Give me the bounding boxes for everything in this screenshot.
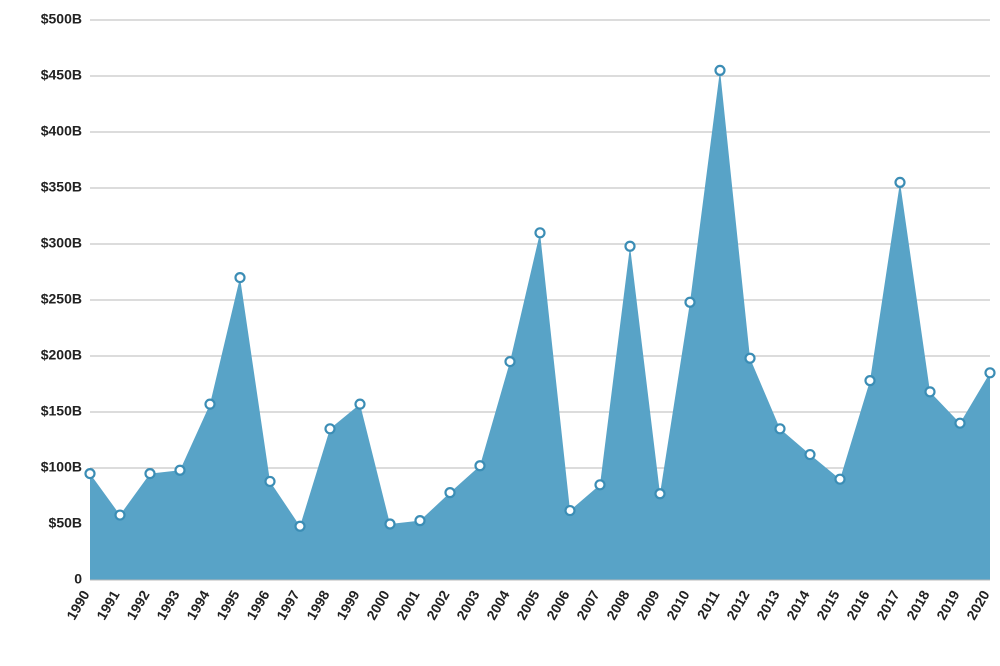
y-tick-label: $200B <box>41 347 82 363</box>
data-point <box>926 387 935 396</box>
data-point <box>446 488 455 497</box>
y-tick-label: $400B <box>41 123 82 139</box>
y-tick-label: $300B <box>41 235 82 251</box>
y-tick-label: $500B <box>41 11 82 27</box>
data-point <box>626 242 635 251</box>
data-point <box>776 424 785 433</box>
data-point <box>806 450 815 459</box>
data-point <box>896 178 905 187</box>
data-point <box>716 66 725 75</box>
data-point <box>386 520 395 529</box>
data-point <box>296 522 305 531</box>
data-point <box>596 480 605 489</box>
data-point <box>956 419 965 428</box>
data-point <box>476 461 485 470</box>
data-point <box>746 354 755 363</box>
data-point <box>206 400 215 409</box>
data-point <box>566 506 575 515</box>
y-tick-label: 0 <box>74 571 82 587</box>
y-tick-label: $100B <box>41 459 82 475</box>
data-point <box>356 400 365 409</box>
y-tick-label: $450B <box>41 67 82 83</box>
y-tick-label: $150B <box>41 403 82 419</box>
y-tick-label: $50B <box>49 515 82 531</box>
data-point <box>656 489 665 498</box>
data-point <box>236 273 245 282</box>
data-point <box>866 376 875 385</box>
y-tick-label: $250B <box>41 291 82 307</box>
chart-svg: 0 $50B $100B $150B $200B $250B $300B $350B $400B… <box>0 0 1000 666</box>
data-point <box>686 298 695 307</box>
data-point <box>86 469 95 478</box>
area-chart: 0 $50B $100B $150B $200B $250B $300B $350B $400B… <box>0 0 1000 666</box>
data-point <box>116 511 125 520</box>
data-point <box>986 368 995 377</box>
data-point <box>536 228 545 237</box>
data-point <box>176 466 185 475</box>
data-point <box>416 516 425 525</box>
data-point <box>326 424 335 433</box>
data-point <box>506 357 515 366</box>
data-point <box>266 477 275 486</box>
y-tick-label: $350B <box>41 179 82 195</box>
data-point <box>836 475 845 484</box>
data-point <box>146 469 155 478</box>
